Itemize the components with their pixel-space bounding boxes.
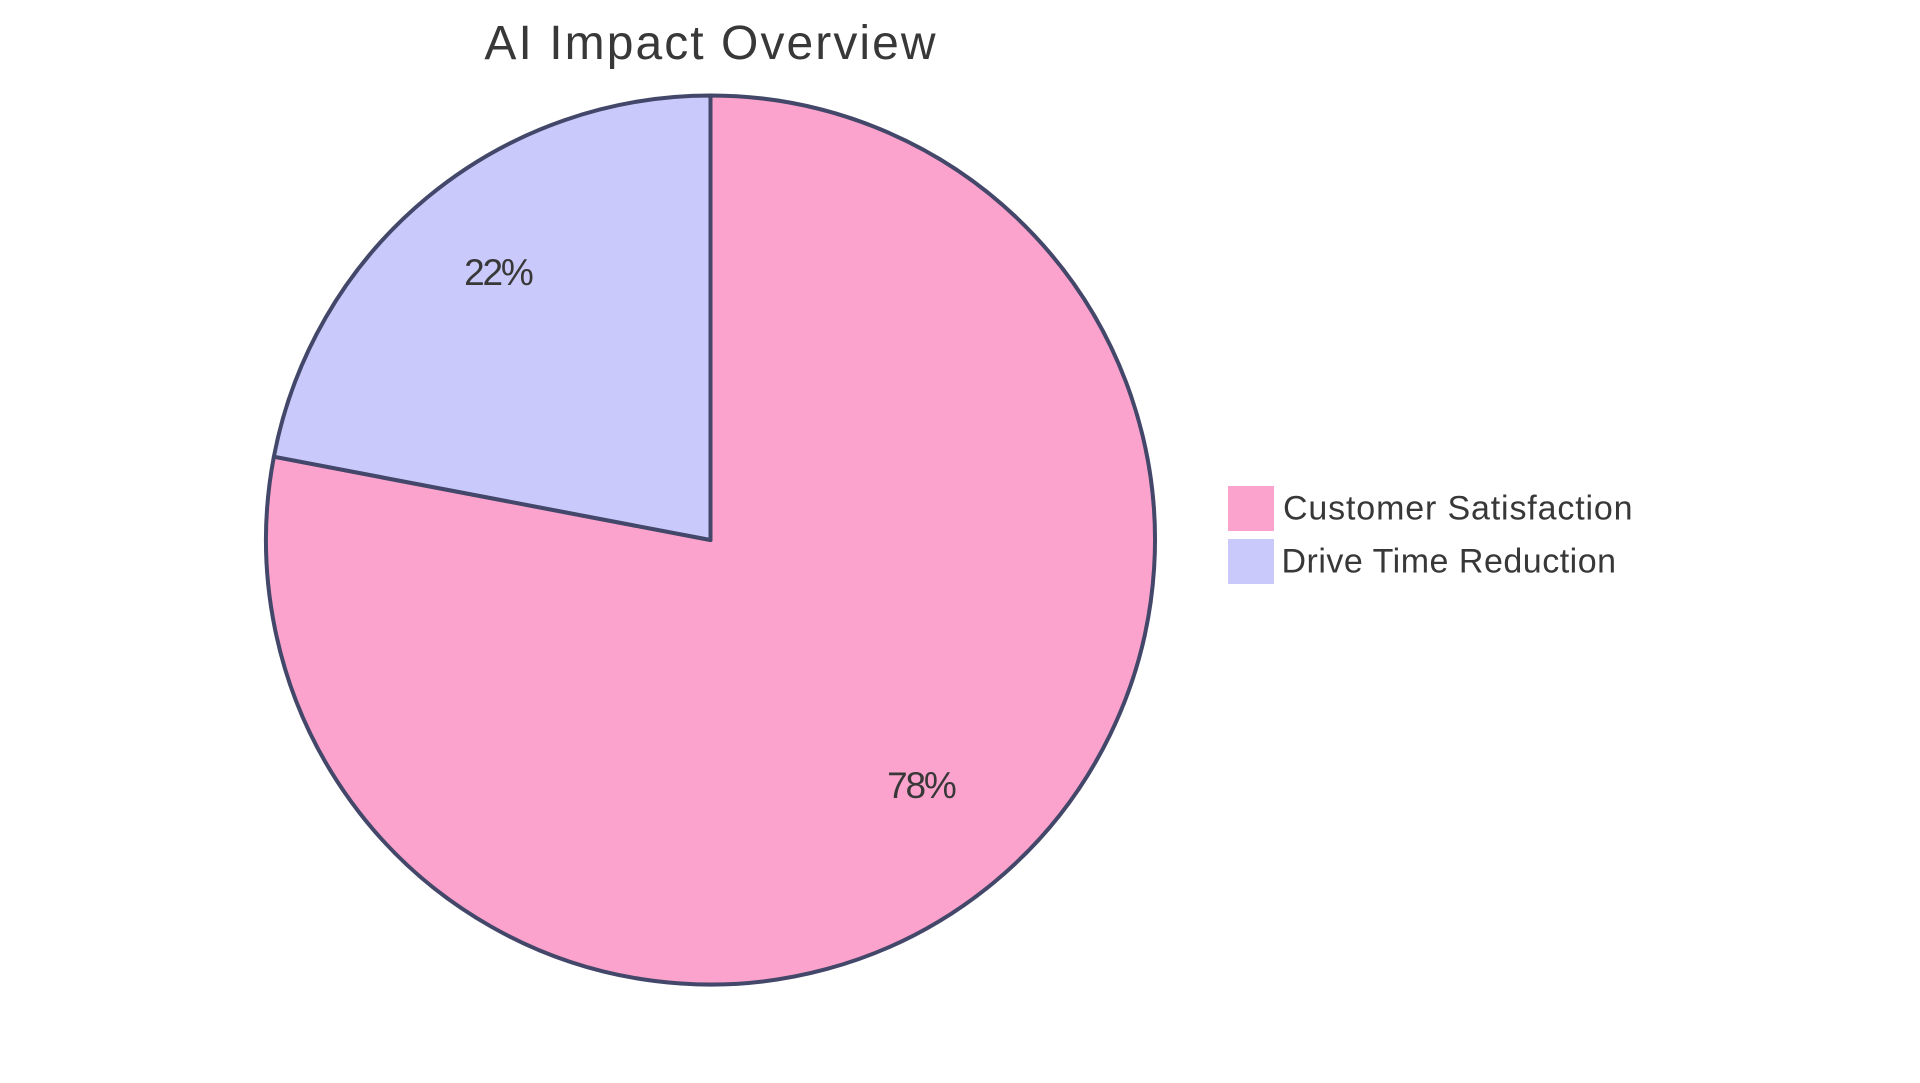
svg-text:Customer Satisfaction: Customer Satisfaction xyxy=(1283,490,1633,528)
svg-text:78%: 78% xyxy=(887,765,956,806)
svg-text:AI Impact Overview: AI Impact Overview xyxy=(484,17,937,70)
svg-text:22%: 22% xyxy=(464,252,533,293)
svg-text:Drive Time Reduction: Drive Time Reduction xyxy=(1282,543,1617,581)
